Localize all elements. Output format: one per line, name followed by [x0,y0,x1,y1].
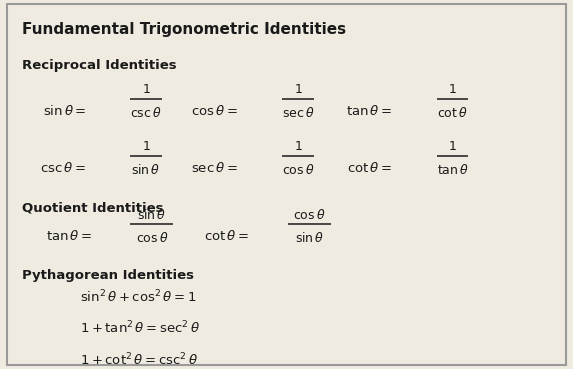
Text: $\cot\theta$: $\cot\theta$ [437,106,468,120]
Text: $1$: $1$ [142,83,151,96]
Text: $\sec\theta$: $\sec\theta$ [282,106,314,120]
Text: $\sin\theta$: $\sin\theta$ [295,231,324,245]
Text: $\cos\theta$: $\cos\theta$ [136,231,168,245]
Text: Quotient Identities: Quotient Identities [22,201,163,214]
FancyBboxPatch shape [7,4,566,365]
Text: $\tan\theta$: $\tan\theta$ [437,163,469,177]
Text: Reciprocal Identities: Reciprocal Identities [22,59,176,72]
Text: $1 + \cot^2\theta = \csc^2\theta$: $1 + \cot^2\theta = \csc^2\theta$ [80,352,198,368]
Text: $\cot\theta = $: $\cot\theta = $ [347,161,393,175]
Text: $\csc\theta$: $\csc\theta$ [130,106,162,120]
Text: $\tan\theta = $: $\tan\theta = $ [346,104,393,118]
Text: $\cot\theta = $: $\cot\theta = $ [204,229,249,243]
Text: Pythagorean Identities: Pythagorean Identities [22,269,194,282]
Text: $\tan\theta = $: $\tan\theta = $ [45,229,92,243]
Text: $1$: $1$ [293,83,303,96]
Text: $\sin^2\theta + \cos^2\theta = 1$: $\sin^2\theta + \cos^2\theta = 1$ [80,289,197,305]
Text: $\sin\theta$: $\sin\theta$ [137,208,167,222]
Text: $\cos\theta$: $\cos\theta$ [293,208,325,222]
Text: $\sin\theta$: $\sin\theta$ [131,163,161,177]
Text: $1$: $1$ [448,140,457,153]
Text: $\csc\theta = $: $\csc\theta = $ [40,161,86,175]
Text: Fundamental Trigonometric Identities: Fundamental Trigonometric Identities [22,22,346,37]
Text: $1$: $1$ [293,140,303,153]
Text: $\sec\theta = $: $\sec\theta = $ [191,161,238,175]
Text: $1$: $1$ [448,83,457,96]
Text: $1 + \tan^2\theta = \sec^2\theta$: $1 + \tan^2\theta = \sec^2\theta$ [80,320,200,337]
Text: $\cos\theta = $: $\cos\theta = $ [191,104,238,118]
Text: $\cos\theta$: $\cos\theta$ [282,163,314,177]
Text: $1$: $1$ [142,140,151,153]
Text: $\sin\theta = $: $\sin\theta = $ [42,104,86,118]
